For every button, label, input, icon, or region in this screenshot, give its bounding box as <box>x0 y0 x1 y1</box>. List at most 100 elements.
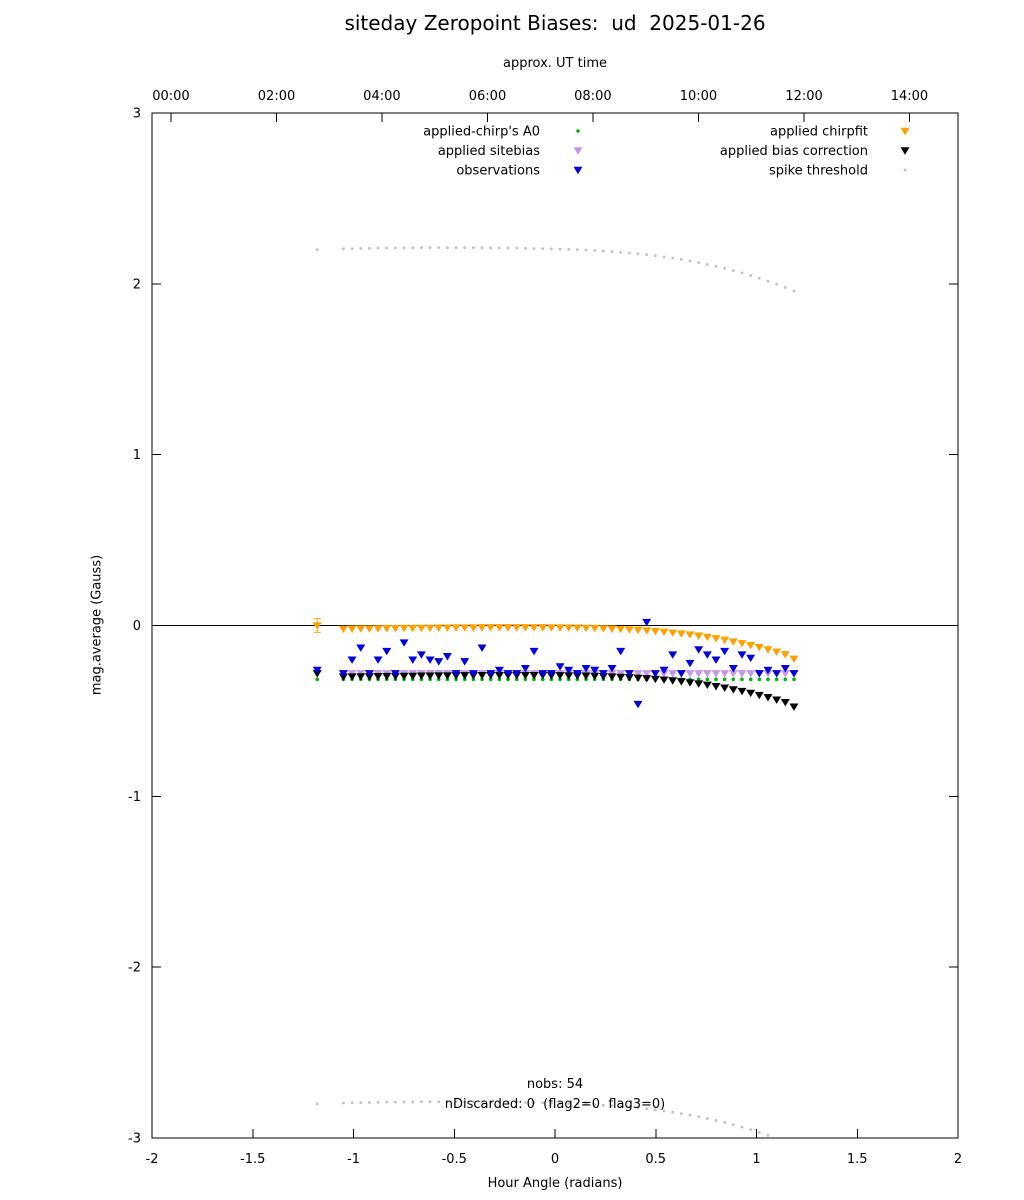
data-point <box>368 1101 371 1104</box>
data-point <box>728 665 738 673</box>
data-point <box>532 247 536 250</box>
data-point <box>711 670 721 678</box>
data-point <box>774 677 779 682</box>
data-point <box>763 666 773 675</box>
data-point <box>480 1100 484 1104</box>
data-point <box>460 624 470 632</box>
data-point <box>350 247 354 251</box>
series-observations <box>312 618 799 709</box>
data-point <box>624 674 634 682</box>
data-point <box>520 624 530 632</box>
data-point <box>555 672 565 680</box>
data-point <box>731 677 736 682</box>
error-bar <box>313 618 321 633</box>
data-point <box>737 640 747 648</box>
data-point <box>437 246 441 250</box>
data-point <box>359 247 363 250</box>
data-point <box>668 629 678 637</box>
data-point <box>633 670 643 678</box>
data-point <box>636 252 640 256</box>
data-point <box>529 672 539 680</box>
data-point <box>532 1101 536 1105</box>
ut-tick-label: 08:00 <box>574 89 611 104</box>
x-axis-title: Hour Angle (radians) <box>487 1176 623 1191</box>
data-point <box>789 703 799 711</box>
data-point <box>590 666 600 675</box>
ut-tick-label: 06:00 <box>469 89 506 104</box>
legend-label: applied chirpfit <box>770 125 868 140</box>
data-point <box>702 651 712 659</box>
data-point <box>714 264 718 268</box>
data-point <box>520 672 530 680</box>
data-point <box>463 1100 467 1104</box>
data-point <box>564 624 574 632</box>
data-point <box>425 672 435 680</box>
data-point <box>390 670 400 678</box>
data-point <box>792 289 796 293</box>
data-point <box>373 673 383 681</box>
data-point <box>572 670 582 678</box>
data-point <box>590 624 600 633</box>
data-point <box>373 656 383 664</box>
data-point <box>676 630 686 638</box>
data-point <box>714 677 718 682</box>
data-point <box>766 677 770 682</box>
data-point <box>714 1119 718 1122</box>
data-point <box>903 168 907 172</box>
data-point <box>576 129 580 133</box>
data-point <box>645 1107 649 1111</box>
data-point <box>477 624 487 632</box>
data-point <box>471 1100 475 1104</box>
data-point <box>584 248 588 252</box>
chart-title: siteday Zeropoint Biases: ud 2025-01-26 <box>344 11 766 35</box>
data-point <box>731 1123 735 1127</box>
data-point <box>506 1100 510 1104</box>
data-point <box>523 1101 527 1104</box>
data-point <box>633 626 643 635</box>
data-point <box>541 247 545 251</box>
data-point <box>662 255 666 259</box>
data-point <box>382 672 392 681</box>
data-point <box>705 262 709 266</box>
data-point <box>723 266 727 270</box>
data-point <box>385 1100 389 1104</box>
data-point <box>616 673 626 682</box>
data-point <box>494 666 504 675</box>
data-point <box>364 625 374 633</box>
data-point <box>506 246 510 250</box>
data-point <box>633 674 643 682</box>
data-point <box>546 624 556 632</box>
data-point <box>315 248 319 252</box>
data-point <box>749 274 753 277</box>
data-point <box>575 248 579 252</box>
x-tick-label: 1.5 <box>847 1152 868 1167</box>
data-point <box>593 249 597 252</box>
data-point <box>748 677 753 682</box>
data-point <box>763 694 773 702</box>
data-point <box>780 651 790 659</box>
series-spike_threshold-mirror <box>315 1100 770 1137</box>
data-point <box>780 665 790 673</box>
x-tick-labels: -2 -1.5 -1 -0.5 0 0.5 1 1.5 2 <box>146 1152 963 1167</box>
y-tick-label: 3 <box>133 107 141 122</box>
data-point <box>668 651 678 659</box>
data-point <box>463 246 467 250</box>
data-point <box>723 1121 727 1124</box>
data-point <box>385 246 389 250</box>
data-point <box>416 651 426 659</box>
legend-label: applied bias correction <box>720 144 868 159</box>
data-point <box>359 1101 363 1105</box>
data-point <box>766 1133 770 1137</box>
data-point <box>347 625 357 633</box>
data-point <box>685 631 695 639</box>
data-point <box>728 670 738 678</box>
data-point <box>685 670 695 678</box>
data-point <box>567 1102 571 1105</box>
data-point <box>515 246 519 250</box>
data-point <box>659 628 669 637</box>
y-tick-label: -2 <box>128 961 141 976</box>
data-point <box>645 253 649 257</box>
y-tick-label: -3 <box>128 1132 141 1147</box>
data-point <box>451 670 461 678</box>
